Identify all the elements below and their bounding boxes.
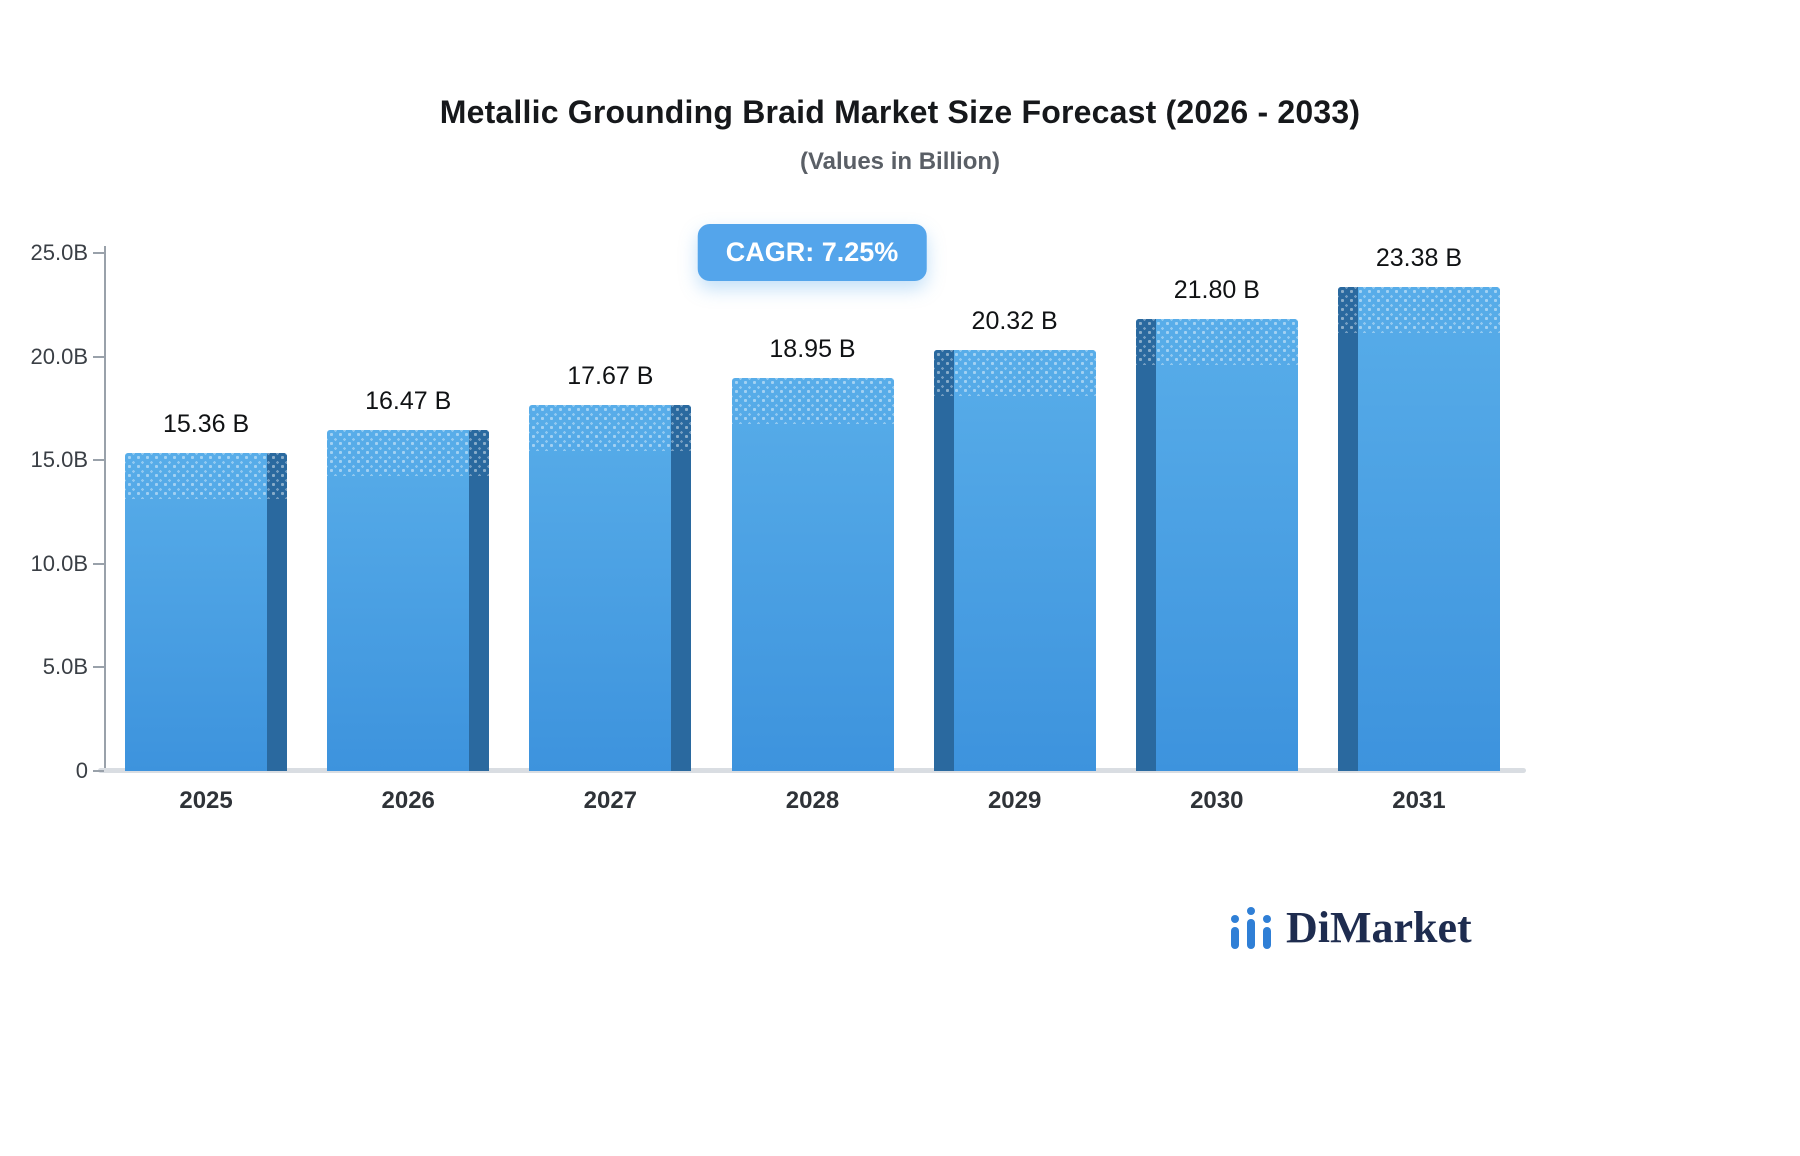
bar-side-shade	[469, 430, 490, 771]
bar	[1135, 319, 1298, 771]
bar-top-texture	[731, 378, 894, 424]
y-tick-label: 15.0B	[30, 447, 89, 473]
y-tick-label: 20.0B	[30, 343, 89, 369]
bar	[529, 405, 692, 771]
bar-value-label: 20.32 B	[971, 307, 1058, 335]
bar-value-label: 18.95 B	[769, 335, 856, 363]
y-tick-mark	[93, 252, 104, 254]
bar-value-label: 16.47 B	[365, 387, 452, 415]
bar-value-label: 23.38 B	[1375, 244, 1463, 272]
y-tick-mark	[93, 355, 104, 358]
bar-chart-dots-icon	[1231, 907, 1271, 949]
bar-value-label: 15.36 B	[162, 410, 250, 438]
y-tick-mark	[93, 459, 104, 462]
x-tick-label: 2025	[179, 787, 233, 814]
bar-top-texture	[529, 405, 692, 451]
cagr-badge: CAGR: 7.25%	[697, 224, 927, 281]
bar	[731, 378, 894, 771]
x-tick-label: 2030	[1190, 787, 1244, 814]
x-tick-label: 2028	[785, 787, 840, 814]
y-tick-mark	[93, 562, 104, 565]
page-subtitle: (Values in Billion)	[799, 148, 1001, 175]
bar	[933, 350, 1096, 771]
bar-side-shade	[1337, 287, 1358, 771]
y-tick-label: 5.0B	[42, 654, 88, 680]
x-tick-label: 2031	[1392, 787, 1446, 814]
y-tick-mark	[93, 770, 104, 772]
bar-top-texture	[1135, 319, 1298, 365]
bar-side-shade	[267, 453, 288, 771]
x-tick-label: 2029	[987, 787, 1042, 814]
y-axis-line	[104, 246, 106, 772]
x-tick-label: 2027	[583, 787, 638, 814]
x-tick-label: 2026	[381, 787, 435, 814]
bar-value-label: 21.80 B	[1173, 276, 1260, 304]
bar-side-shade	[1135, 319, 1156, 771]
bar-side-shade	[933, 350, 954, 771]
bar-top-texture	[125, 453, 288, 499]
y-tick-mark	[93, 666, 104, 669]
bar	[125, 453, 288, 771]
brand-logo: DiMarket	[1228, 903, 1472, 953]
bar-value-label: 17.67 B	[567, 362, 654, 390]
bar-top-texture	[933, 350, 1096, 396]
bar	[1337, 287, 1500, 771]
y-tick-label: 10.0B	[30, 550, 89, 576]
y-tick-label: 25.0B	[30, 240, 89, 265]
bar-top-texture	[1337, 287, 1500, 333]
bar	[327, 430, 490, 771]
bar-top-texture	[327, 430, 490, 476]
y-tick-label: 0	[75, 758, 88, 783]
bar-side-shade	[671, 405, 692, 771]
brand-name: DiMarket	[1286, 903, 1472, 952]
page-title: Metallic Grounding Braid Market Size For…	[439, 94, 1361, 130]
